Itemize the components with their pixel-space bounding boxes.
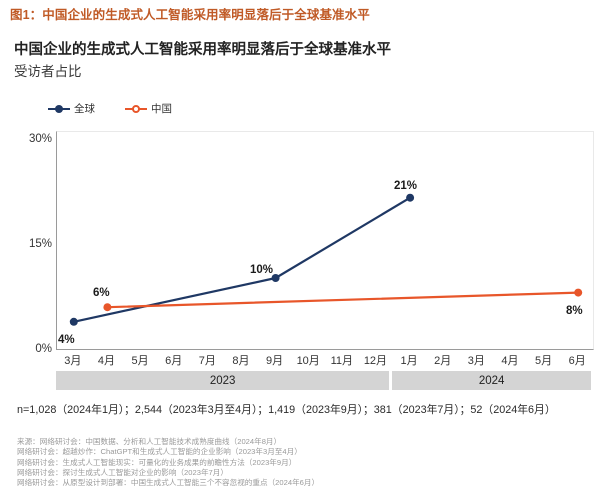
x-axis-tick-labels: 3月 4月 5月 6月 7月 8月 9月 10月 11月 12月 1月 2月 3月 4月 5月 6月 [56, 352, 594, 370]
x-axis-tick-3: 6月 [165, 355, 183, 367]
data-point[interactable] [574, 288, 583, 297]
chart-title: 中国企业的生成式人工智能采用率明显落后于全球基准水平 [14, 42, 391, 58]
plot-area [56, 131, 594, 350]
x-axis-tick-7: 10月 [296, 355, 320, 367]
data-point[interactable] [69, 317, 78, 326]
x-axis-tick-0: 3月 [64, 355, 82, 367]
year-band-2023: 2023 [56, 371, 390, 390]
data-label-global-4: 4% [58, 334, 75, 346]
x-axis-tick-14: 5月 [535, 355, 553, 367]
y-axis-tick-30: 30% [28, 133, 52, 145]
x-axis-tick-12: 3月 [467, 355, 485, 367]
x-axis-tick-15: 6月 [568, 355, 586, 367]
x-axis-tick-1: 4月 [97, 355, 115, 367]
y-axis-tick-15: 15% [28, 238, 52, 250]
data-point[interactable] [103, 303, 112, 312]
legend-marker-china-icon [125, 104, 147, 114]
legend-item-global[interactable]: 全球 [48, 101, 95, 116]
x-axis-tick-9: 12月 [363, 355, 388, 367]
x-axis-tick-4: 7月 [198, 355, 216, 367]
source-line-1: 网络研讨会：超越炒作：ChatGPT和生成式人工智能的企业影响（2023年3月至… [17, 447, 302, 457]
data-label-china-6: 6% [93, 287, 110, 299]
x-axis-tick-5: 8月 [232, 355, 250, 367]
figure-label: 图1：中国企业的生成式人工智能采用率明显落后于全球基准水平 [10, 8, 370, 22]
y-axis-tick-0: 0% [35, 343, 52, 355]
data-label-china-8: 8% [566, 305, 583, 317]
x-axis-tick-13: 4月 [501, 355, 519, 367]
x-axis-tick-8: 11月 [330, 355, 354, 367]
series-lines [69, 193, 583, 326]
source-line-0: 来源：网络研讨会：中国数据、分析和人工智能技术成熟度曲线（2024年8月） [17, 437, 282, 446]
x-axis-tick-11: 2月 [434, 355, 452, 367]
legend-label-china: 中国 [151, 103, 172, 115]
legend-label-global: 全球 [74, 103, 95, 115]
source-line-2: 网络研讨会：生成式人工智能现实：可量化的业务成果的前瞻性方法（2023年9月） [17, 457, 297, 467]
x-axis-tick-10: 1月 [400, 355, 418, 367]
year-band-2024: 2024 [392, 371, 591, 390]
x-axis-year-bands: 2023 2024 [56, 371, 594, 390]
legend-item-china[interactable]: 中国 [125, 101, 172, 116]
x-axis-tick-6: 9月 [266, 355, 284, 367]
data-point[interactable] [271, 274, 280, 282]
data-label-global-21: 21% [394, 180, 418, 192]
legend-marker-global-icon [48, 104, 70, 114]
chart-subtitle: 受访者占比 [14, 64, 82, 79]
x-axis-tick-2: 5月 [131, 355, 149, 367]
data-label-global-10: 10% [250, 264, 274, 276]
sample-size-note: n=1,028（2024年1月）；2,544（2023年3月至4月）；1,419… [17, 404, 556, 416]
data-point[interactable] [406, 193, 415, 202]
source-line-4: 网络研讨会：从原型设计到部署：中国生成式人工智能三个不容忽视的重点（2024年6… [17, 478, 320, 488]
source-line-3: 网络研讨会：探讨生成式人工智能对企业的影响（2023年7月） [17, 467, 228, 477]
source-notes: 来源：网络研讨会：中国数据、分析和人工智能技术成熟度曲线（2024年8月） 网络研… [17, 437, 607, 488]
chart-legend: 全球 中国 [48, 101, 172, 116]
